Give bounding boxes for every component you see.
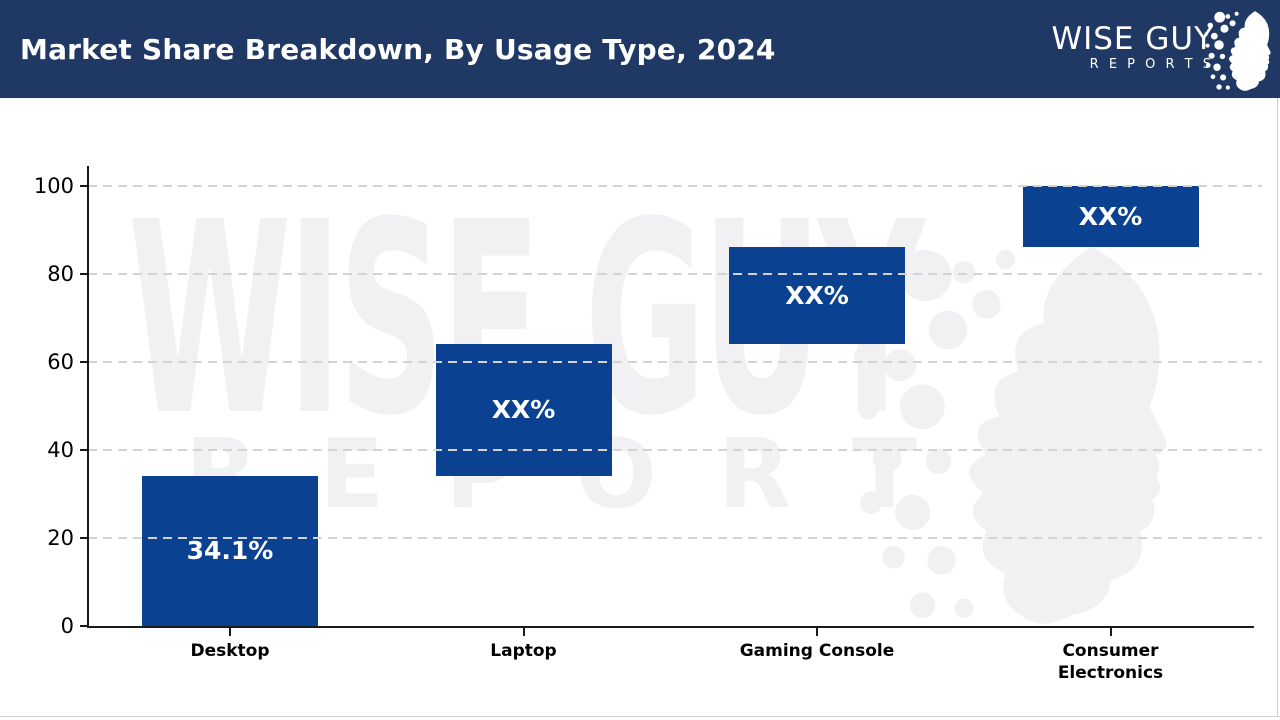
bar-value-label: 34.1% — [186, 536, 274, 566]
gridline-60 — [88, 361, 1262, 363]
y-tick-label-100: 100 — [33, 174, 74, 198]
x-axis-line — [87, 626, 1254, 628]
y-tick-mark-60 — [80, 361, 88, 363]
y-tick-label-80: 80 — [47, 262, 74, 286]
dotted-head-profile-icon — [1204, 11, 1271, 91]
brand-subname: R E P O R T S — [1089, 57, 1214, 73]
y-axis-line — [87, 166, 89, 628]
page-title: Market Share Breakdown, By Usage Type, 2… — [20, 32, 776, 66]
y-tick-mark-80 — [80, 273, 88, 275]
y-tick-label-60: 60 — [47, 350, 74, 374]
y-tick-label-40: 40 — [47, 438, 74, 462]
bar-value-label: XX% — [785, 280, 849, 310]
category-label-laptop: Laptop — [490, 641, 557, 661]
bar-value-label: XX% — [1078, 201, 1143, 231]
y-tick-mark-20 — [80, 537, 88, 539]
y-tick-label-20: 20 — [47, 526, 74, 550]
x-tick-mark-0 — [229, 628, 231, 636]
page-border-bottom — [0, 716, 1280, 717]
brand-name: WISE GUY — [1051, 21, 1214, 57]
x-tick-mark-3 — [1109, 628, 1112, 636]
y-tick-mark-100 — [80, 185, 88, 187]
bar-laptop: XX% — [435, 343, 612, 476]
x-tick-mark-1 — [522, 628, 525, 636]
waterfall-chart: 34.1% XX% XX% XX% 0 20 40 60 80 100 Desktop Laptop G… — [0, 98, 1280, 720]
bar-desktop: 34.1% — [142, 475, 318, 626]
brand-logo-text: WISE GUY R E P O R T S — [1051, 22, 1214, 72]
category-label-desktop: Desktop — [190, 641, 270, 661]
y-tick-mark-40 — [80, 449, 88, 451]
bar-value-label: XX% — [491, 395, 556, 425]
gridline-80 — [88, 273, 1262, 275]
y-tick-label-0: 0 — [60, 614, 74, 638]
gridline-20 — [88, 537, 1262, 539]
bar-gaming-console: XX% — [729, 246, 905, 344]
x-tick-mark-2 — [816, 628, 818, 636]
y-tick-mark-0 — [80, 625, 88, 627]
category-label-gaming-console: Gaming Console — [739, 641, 895, 661]
category-label-consumer-electronics: Consumer Electronics — [1057, 641, 1164, 684]
gridline-100 — [88, 185, 1262, 187]
brand-logo: WISE GUY R E P O R T S — [1012, 0, 1272, 98]
page-border-right — [1277, 98, 1278, 716]
bar-consumer-electronics: XX% — [1022, 186, 1199, 247]
gridline-40 — [88, 449, 1262, 451]
header: Market Share Breakdown, By Usage Type, 2… — [0, 0, 1280, 98]
